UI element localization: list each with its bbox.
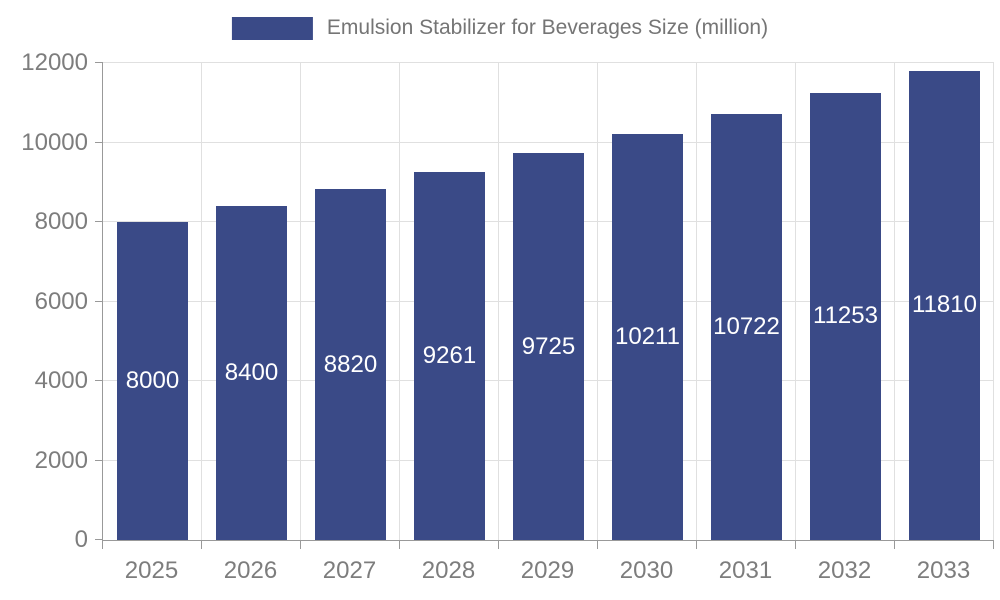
y-axis-tick — [95, 380, 103, 381]
y-axis-tick-label: 12000 — [21, 49, 88, 76]
x-axis-tick-label: 2030 — [619, 557, 674, 584]
x-axis-tick-label: 2027 — [322, 557, 377, 584]
x-axis-tick-label: 2028 — [421, 557, 476, 584]
bar-2026: 8400 — [216, 206, 287, 540]
y-axis-tick-label: 10000 — [21, 128, 88, 156]
y-axis-tick — [95, 62, 103, 63]
v-gridline — [795, 63, 796, 540]
bar-value-label: 11810 — [912, 291, 977, 319]
x-axis-tick — [399, 540, 400, 549]
y-axis-tick-label: 2000 — [34, 446, 88, 474]
bar-value-label: 9725 — [521, 332, 576, 360]
v-gridline — [993, 63, 994, 540]
x-axis-tick — [795, 540, 796, 549]
x-axis-tick — [300, 540, 301, 549]
bar-2033: 11810 — [909, 70, 980, 540]
x-axis-tick-label: 2032 — [817, 557, 872, 584]
y-axis-tick — [95, 539, 103, 540]
y-axis-tick — [95, 221, 103, 222]
bar-2030: 10211 — [612, 134, 683, 540]
bar-2027: 8820 — [315, 189, 386, 540]
v-gridline — [300, 63, 301, 540]
h-gridline — [103, 141, 994, 143]
x-axis-tick-label: 2026 — [223, 557, 278, 584]
y-axis-tick-label: 0 — [74, 526, 88, 553]
y-axis-tick — [95, 141, 103, 143]
v-gridline — [201, 63, 202, 540]
legend-item[interactable]: Emulsion Stabilizer for Beverages Size (… — [231, 16, 769, 40]
x-axis-tick-label: 2031 — [718, 557, 773, 584]
bar-value-label: 8000 — [125, 367, 180, 394]
bar-value-label: 8820 — [323, 350, 378, 378]
y-axis-tick-label: 8000 — [34, 208, 88, 235]
v-gridline — [399, 63, 400, 540]
x-axis-tick — [597, 540, 598, 549]
x-axis-tick — [894, 540, 895, 549]
x-axis-tick-label: 2025 — [124, 557, 179, 584]
bar-2031: 10722 — [711, 113, 782, 540]
plot-area: 8000 8400 8820 9261 9725 10211 10722 11253 11810 — [95, 62, 994, 549]
bar-2025: 8000 — [117, 222, 188, 540]
bar-value-label: 11253 — [813, 302, 878, 330]
y-axis-tick-label: 6000 — [34, 287, 88, 315]
v-gridline — [498, 63, 499, 540]
v-gridline — [696, 63, 697, 540]
x-axis-tick — [201, 540, 202, 549]
legend-swatch-icon — [231, 16, 313, 40]
bar-2029: 9725 — [513, 153, 584, 540]
bar-2032: 11253 — [810, 92, 881, 540]
bar-value-label: 8400 — [224, 359, 279, 387]
x-axis-tick — [102, 540, 103, 549]
bar-value-label: 9261 — [422, 341, 477, 369]
x-axis-tick-label: 2029 — [520, 557, 575, 584]
bar-2028: 9261 — [414, 171, 485, 540]
y-axis-tick — [95, 300, 103, 302]
x-axis-tick-label: 2033 — [916, 557, 971, 584]
y-axis-tick-label: 4000 — [34, 367, 88, 394]
v-gridline — [597, 63, 598, 540]
x-axis-tick — [993, 540, 994, 549]
y-axis-tick — [95, 459, 103, 461]
h-gridline — [103, 62, 994, 63]
bar-value-label: 10211 — [615, 323, 680, 351]
x-axis-tick — [696, 540, 697, 549]
x-axis-tick — [498, 540, 499, 549]
legend-label: Emulsion Stabilizer for Beverages Size (… — [326, 16, 769, 39]
bar-value-label: 10722 — [713, 312, 780, 340]
v-gridline — [894, 63, 895, 540]
